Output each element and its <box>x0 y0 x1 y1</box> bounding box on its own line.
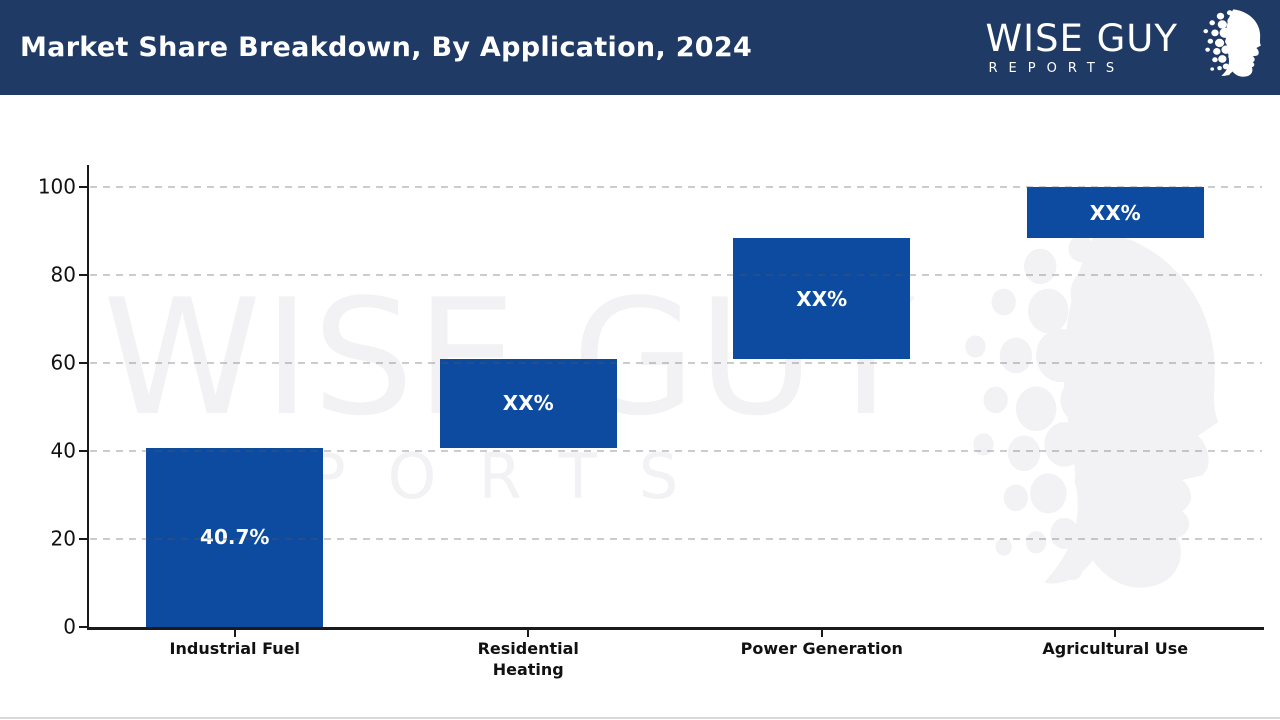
bar-value-label: XX% <box>796 286 848 311</box>
page-title: Market Share Breakdown, By Application, … <box>20 32 753 63</box>
x-axis-category-label: Industrial Fuel <box>169 639 300 658</box>
gridline <box>90 538 1262 540</box>
x-axis-category-label: Residential Heating <box>477 639 579 679</box>
brand-subname: REPORTS <box>988 61 1126 77</box>
header-bar: Market Share Breakdown, By Application, … <box>0 0 1280 95</box>
y-axis-tick <box>79 362 88 364</box>
gridline <box>90 274 1262 276</box>
watermark-face-icon <box>965 230 1219 588</box>
gridline <box>90 186 1262 188</box>
y-axis-spine <box>87 165 89 629</box>
bar-segment: XX% <box>733 238 911 359</box>
bar-value-label: 40.7% <box>200 525 270 550</box>
gridline <box>90 362 1262 364</box>
bar-segment: 40.7% <box>146 447 324 627</box>
bar-value-label: XX% <box>502 391 554 416</box>
bar-value-label: XX% <box>1089 200 1141 225</box>
brand-logo: WISE GUY REPORTS <box>986 4 1272 92</box>
brand-face-icon <box>1203 9 1261 77</box>
page-bottom-divider <box>0 717 1280 719</box>
y-axis-tick-label: 40 <box>50 438 76 463</box>
y-axis-tick-label: 60 <box>50 350 76 375</box>
y-axis-tick <box>79 186 88 188</box>
brand-logo-text: WISE GUY REPORTS <box>985 16 1178 77</box>
y-axis-tick-label: 20 <box>50 526 76 551</box>
y-axis-tick <box>79 274 88 276</box>
bar-segment: XX% <box>1026 187 1204 239</box>
x-axis-tick <box>1114 630 1117 637</box>
gridline <box>90 450 1262 452</box>
x-axis-category-label: Agricultural Use <box>1042 639 1189 658</box>
y-axis-tick <box>79 626 88 628</box>
y-axis-tick <box>79 538 88 540</box>
y-axis-tick-label: 0 <box>63 614 76 639</box>
x-axis-spine <box>87 627 1264 630</box>
y-axis-tick <box>79 450 88 452</box>
x-axis-category-label: Power Generation <box>740 639 903 658</box>
y-axis-tick-label: 100 <box>37 174 76 199</box>
x-axis-tick <box>233 630 236 637</box>
brand-name: WISE GUY <box>985 16 1178 60</box>
x-axis-tick <box>527 630 530 637</box>
bar-segment: XX% <box>439 358 617 448</box>
y-axis-tick-label: 80 <box>50 262 76 287</box>
x-axis-tick <box>820 630 823 637</box>
